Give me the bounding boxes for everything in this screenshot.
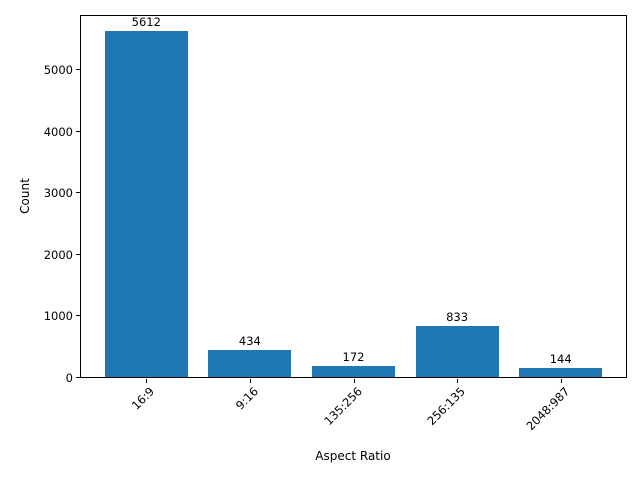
y-tick-mark [76,254,80,255]
y-tick-label: 3000 [43,186,73,201]
y-tick-label: 0 [65,371,73,385]
bar [208,350,292,377]
x-axis-label: Aspect Ratio [315,449,391,463]
bar [104,31,188,377]
x-tick-mark [561,379,562,383]
bar-value-label: 5612 [131,15,161,30]
bar [519,368,603,377]
bar [312,366,395,377]
y-tick-mark [76,315,80,316]
y-tick-label: 4000 [43,124,73,139]
y-tick-mark [76,69,80,70]
x-tick-label: 2048:987 [523,384,572,434]
y-tick-label: 1000 [43,309,73,324]
x-tick-label: 9:16 [232,384,262,413]
y-axis-label: Count [18,178,32,214]
bar-value-label: 434 [238,334,261,349]
x-tick-label: 256:135 [424,384,469,428]
y-tick-label: 5000 [43,62,73,77]
bar-value-label: 144 [549,352,572,367]
y-tick-mark [76,131,80,132]
bar-value-label: 833 [446,309,469,324]
x-tick-mark [457,379,458,383]
y-tick-mark [76,192,80,193]
x-tick-mark [146,379,147,383]
x-tick-label: 135:256 [321,384,365,428]
x-tick-label: 16:9 [129,384,158,413]
bar-value-label: 172 [342,350,365,365]
x-tick-mark [354,379,355,383]
y-tick-label: 2000 [43,247,73,262]
bar [415,325,499,377]
y-tick-mark [76,377,80,378]
x-tick-mark [250,379,251,383]
